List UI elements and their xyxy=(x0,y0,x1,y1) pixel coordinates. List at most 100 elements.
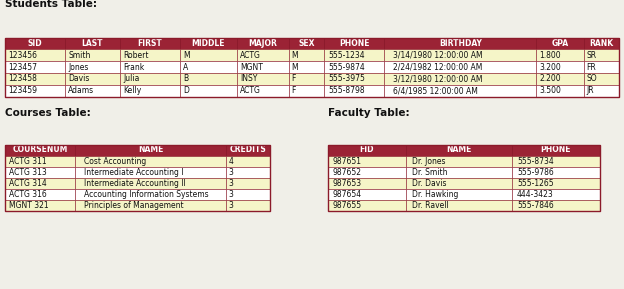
Text: LAST: LAST xyxy=(82,39,103,48)
Bar xyxy=(512,199,600,210)
Bar xyxy=(76,188,227,199)
Text: ACTG: ACTG xyxy=(240,51,261,60)
Text: 555-9874: 555-9874 xyxy=(328,63,365,72)
Bar xyxy=(227,166,270,177)
Text: INSY: INSY xyxy=(240,74,257,83)
Text: 3.500: 3.500 xyxy=(539,86,561,95)
Text: Accounting Information Systems: Accounting Information Systems xyxy=(84,190,209,199)
Text: 123457: 123457 xyxy=(9,63,37,72)
Bar xyxy=(236,73,290,85)
Text: FIRST: FIRST xyxy=(137,39,162,48)
Text: 555-7846: 555-7846 xyxy=(517,201,553,210)
Bar xyxy=(512,188,600,199)
Text: Intermediate Accounting II: Intermediate Accounting II xyxy=(84,179,186,188)
Bar xyxy=(120,38,180,49)
Bar xyxy=(328,188,406,199)
Bar xyxy=(5,144,76,155)
Text: MAJOR: MAJOR xyxy=(248,39,278,48)
Bar xyxy=(76,144,227,155)
Text: 3: 3 xyxy=(229,201,234,210)
Text: Faculty Table:: Faculty Table: xyxy=(328,108,409,118)
Text: F: F xyxy=(291,86,296,95)
Text: Dr. Hawking: Dr. Hawking xyxy=(412,190,458,199)
Bar xyxy=(227,177,270,188)
Bar xyxy=(5,85,65,97)
Bar xyxy=(537,85,584,97)
Text: Cost Accounting: Cost Accounting xyxy=(84,157,147,166)
Text: 987652: 987652 xyxy=(333,168,362,177)
Bar xyxy=(324,38,384,49)
Text: 2/24/1982 12:00:00 AM: 2/24/1982 12:00:00 AM xyxy=(394,63,483,72)
Text: 987655: 987655 xyxy=(333,201,362,210)
Bar xyxy=(290,85,324,97)
Bar xyxy=(236,49,290,61)
Bar xyxy=(290,49,324,61)
Text: F: F xyxy=(291,74,296,83)
Text: MGNT 321: MGNT 321 xyxy=(9,201,49,210)
Text: FID: FID xyxy=(359,145,374,155)
Bar xyxy=(324,49,384,61)
Bar xyxy=(5,61,65,73)
Text: COURSENUM: COURSENUM xyxy=(12,145,68,155)
Text: Dr. Jones: Dr. Jones xyxy=(412,157,446,166)
Text: M: M xyxy=(183,51,190,60)
Text: Principles of Management: Principles of Management xyxy=(84,201,184,210)
Bar xyxy=(180,38,236,49)
Text: 6/4/1985 12:00:00 AM: 6/4/1985 12:00:00 AM xyxy=(394,86,479,95)
Bar xyxy=(537,49,584,61)
Text: GPA: GPA xyxy=(552,39,568,48)
Bar xyxy=(65,38,120,49)
Bar xyxy=(180,73,236,85)
Bar xyxy=(512,155,600,166)
Bar xyxy=(65,61,120,73)
Text: 987653: 987653 xyxy=(333,179,362,188)
Bar xyxy=(584,73,619,85)
Text: Dr. Smith: Dr. Smith xyxy=(412,168,447,177)
Bar xyxy=(120,61,180,73)
Text: 123459: 123459 xyxy=(9,86,37,95)
Bar xyxy=(227,144,270,155)
Bar xyxy=(5,199,76,210)
Bar xyxy=(406,188,512,199)
Text: 555-1265: 555-1265 xyxy=(517,179,553,188)
Bar xyxy=(384,38,537,49)
Bar xyxy=(5,38,65,49)
Bar xyxy=(406,199,512,210)
Bar xyxy=(5,73,65,85)
Text: M: M xyxy=(291,51,298,60)
Text: FR: FR xyxy=(586,63,596,72)
Bar xyxy=(328,144,600,210)
Bar xyxy=(328,199,406,210)
Bar xyxy=(384,61,537,73)
Bar xyxy=(65,85,120,97)
Text: Frank: Frank xyxy=(124,63,145,72)
Bar xyxy=(76,166,227,177)
Text: RANK: RANK xyxy=(590,39,613,48)
Text: 555-1234: 555-1234 xyxy=(328,51,364,60)
Bar xyxy=(512,166,600,177)
Text: CREDITS: CREDITS xyxy=(230,145,266,155)
Text: 1.800: 1.800 xyxy=(539,51,561,60)
Text: 3: 3 xyxy=(229,190,234,199)
Bar xyxy=(227,199,270,210)
Bar xyxy=(65,73,120,85)
Bar xyxy=(406,155,512,166)
Text: 3: 3 xyxy=(229,168,234,177)
Bar xyxy=(76,177,227,188)
Bar xyxy=(5,49,65,61)
Bar xyxy=(324,85,384,97)
Text: Robert: Robert xyxy=(124,51,149,60)
Bar xyxy=(65,49,120,61)
Bar xyxy=(5,188,76,199)
Bar xyxy=(324,73,384,85)
Bar xyxy=(5,166,76,177)
Text: PHONE: PHONE xyxy=(339,39,369,48)
Bar xyxy=(76,155,227,166)
Bar xyxy=(5,144,270,210)
Bar xyxy=(537,61,584,73)
Text: Davis: Davis xyxy=(68,74,90,83)
Text: Intermediate Accounting I: Intermediate Accounting I xyxy=(84,168,184,177)
Text: BIRTHDAY: BIRTHDAY xyxy=(439,39,482,48)
Text: 555-8798: 555-8798 xyxy=(328,86,364,95)
Bar xyxy=(584,61,619,73)
